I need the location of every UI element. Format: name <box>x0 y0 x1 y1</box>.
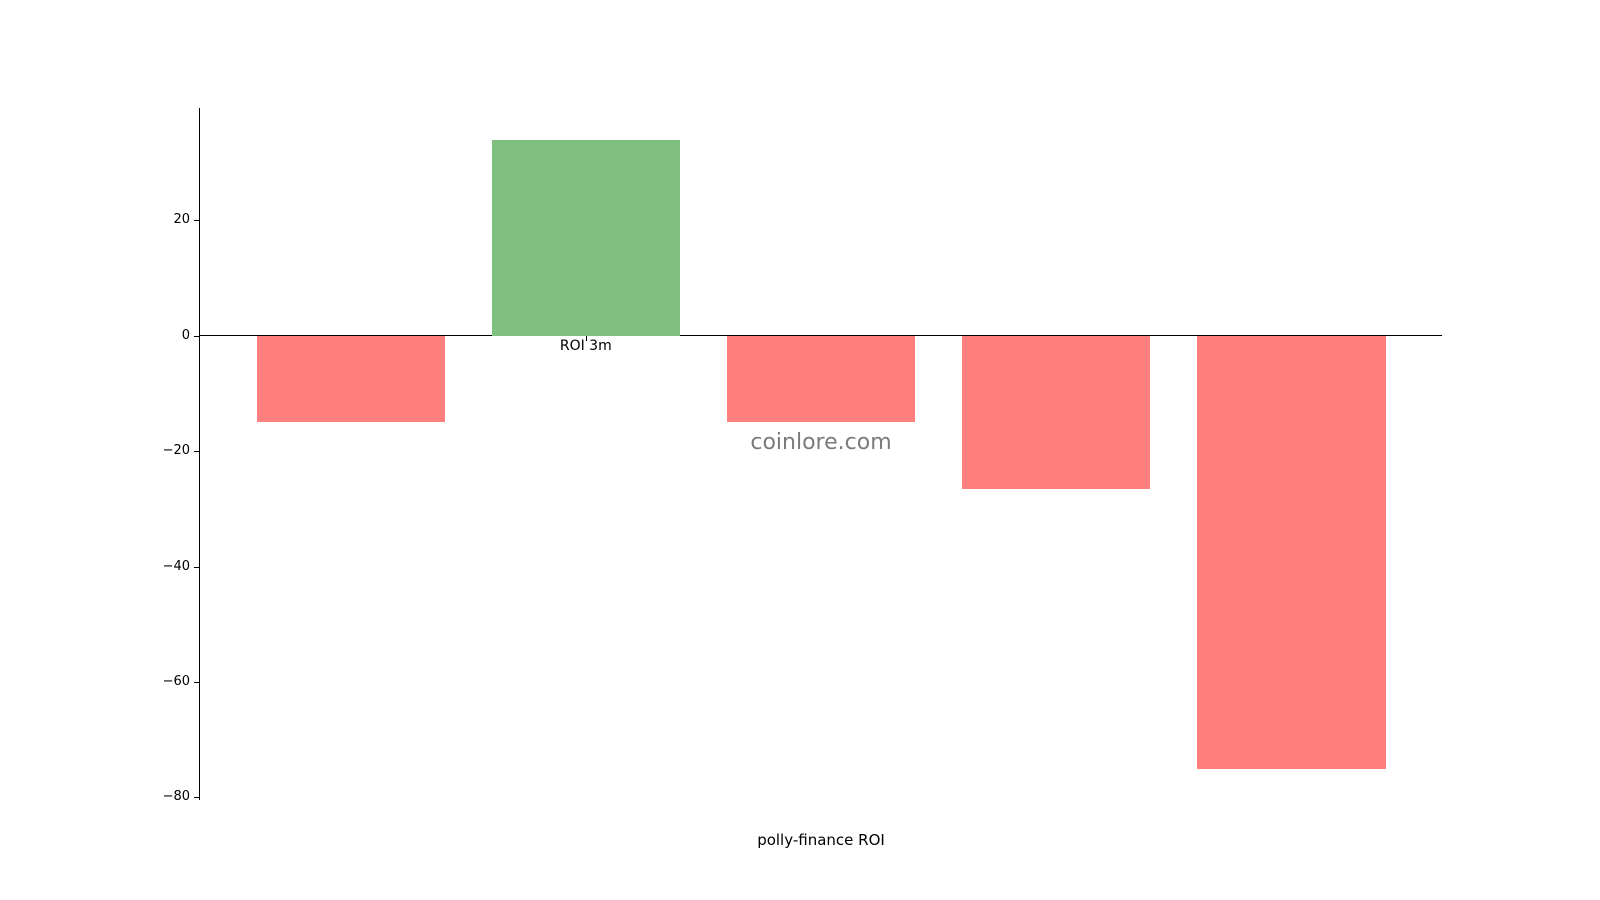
x-tick <box>585 335 587 341</box>
x-tick-label: ROI 3m <box>559 337 612 354</box>
y-tick-label: 0 <box>181 327 190 343</box>
y-tick <box>194 566 199 568</box>
y-tick <box>194 451 199 453</box>
y-tick <box>194 682 199 683</box>
y-tick <box>194 797 199 799</box>
x-axis-zero-line <box>199 335 1442 336</box>
bar-2 <box>726 335 916 423</box>
bar-3 <box>962 335 1151 489</box>
y-tick-label: −80 <box>162 789 190 805</box>
bar-0 <box>256 335 445 423</box>
y-tick-label: −40 <box>162 558 190 574</box>
y-tick <box>194 335 199 337</box>
watermark: coinlore.com <box>750 430 892 455</box>
y-tick-label: −20 <box>162 443 190 459</box>
y-tick-label: −60 <box>162 674 190 689</box>
x-axis-label: polly-finance ROI <box>757 831 885 849</box>
y-axis-spine <box>199 108 200 800</box>
y-tick <box>194 220 199 222</box>
y-tick-label: 20 <box>173 212 190 228</box>
bar-4 <box>1197 335 1386 769</box>
bar-1 <box>491 139 680 336</box>
